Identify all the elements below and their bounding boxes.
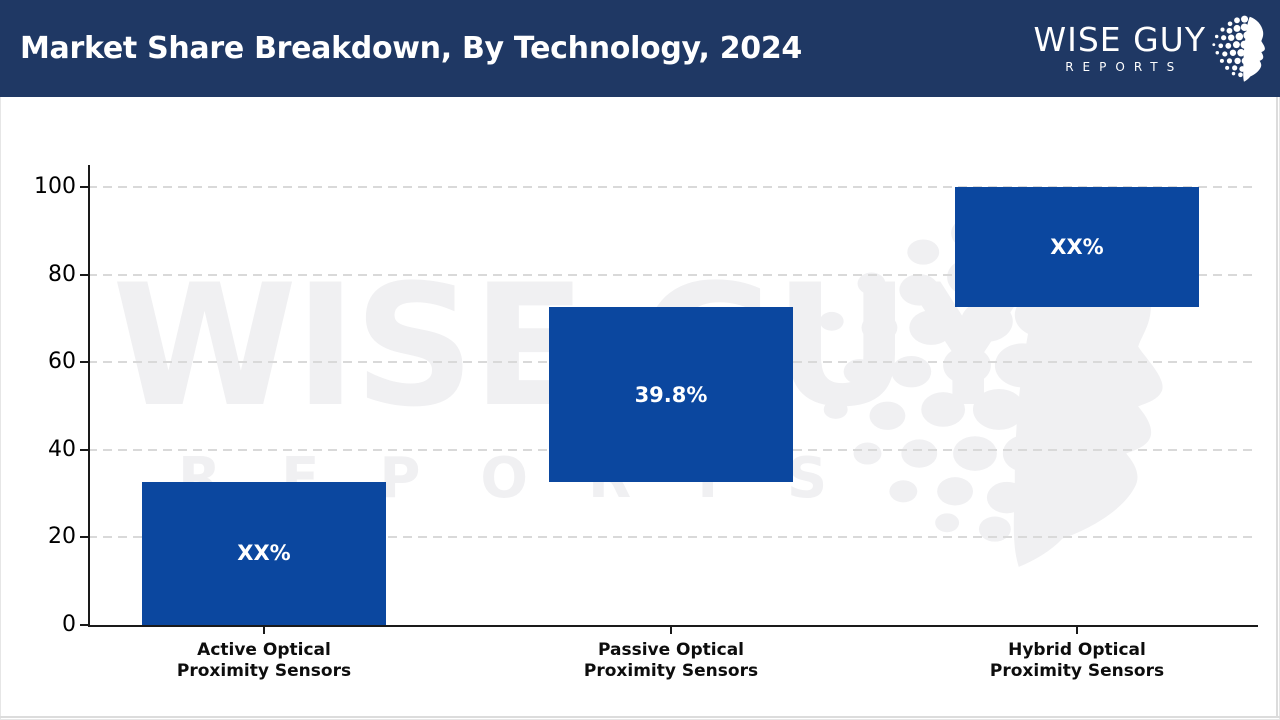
y-tick-20 <box>80 536 88 539</box>
brand-logo: WISE GUY REPORTS <box>1033 10 1266 88</box>
x-category-line: Proximity Sensors <box>989 661 1165 681</box>
x-tick-3 <box>1076 627 1078 634</box>
x-category-line: Passive Optical <box>597 640 745 660</box>
gridline-20 <box>88 536 1252 539</box>
y-tick-label-60: 60 <box>48 349 76 375</box>
y-tick-60 <box>80 361 88 364</box>
y-tick-80 <box>80 273 88 276</box>
y-tick-label-100: 100 <box>34 174 76 199</box>
y-tick-40 <box>80 448 88 451</box>
gridline-100 <box>88 186 1252 188</box>
logo-face-icon <box>1212 15 1265 82</box>
x-category-line: Proximity Sensors <box>176 661 352 681</box>
y-tick-label-20: 20 <box>48 524 76 550</box>
x-axis-line <box>88 625 1258 627</box>
y-tick-label-80: 80 <box>48 261 76 287</box>
page-title: Market Share Breakdown, By Technology, 2… <box>20 31 802 66</box>
gridline-80 <box>88 273 1252 276</box>
bar-value-label: XX% <box>1050 235 1104 260</box>
y-tick-label-0: 0 <box>62 612 76 637</box>
bar-segment-2: 39.8% <box>549 307 793 482</box>
x-category-label-2: Passive Optical Proximity Sensors <box>511 640 831 682</box>
logo-wordmark: WISE GUY <box>1033 20 1206 59</box>
x-tick-1 <box>263 627 265 634</box>
y-tick-0 <box>80 624 88 626</box>
x-category-line: Hybrid Optical <box>1008 640 1146 660</box>
page-bottom-border <box>0 716 1280 718</box>
x-category-label-3: Hybrid Optical Proximity Sensors <box>917 640 1237 682</box>
x-category-line: Active Optical <box>197 640 331 660</box>
x-tick-2 <box>670 627 672 634</box>
bar-segment-1: XX% <box>142 481 386 625</box>
bar-value-label: XX% <box>237 541 291 566</box>
y-tick-label-40: 40 <box>48 436 76 462</box>
y-tick-100 <box>80 186 88 188</box>
header-bar: Market Share Breakdown, By Technology, 2… <box>0 0 1280 97</box>
y-axis-line <box>88 165 90 627</box>
logo-subtitle: REPORTS <box>1065 60 1184 74</box>
bar-segment-3: XX% <box>955 187 1199 308</box>
page-right-border <box>1276 97 1278 718</box>
x-category-line: Proximity Sensors <box>583 661 759 681</box>
brand-logo-text: WISE GUY REPORTS <box>1033 20 1206 75</box>
x-category-label-1: Active Optical Proximity Sensors <box>104 640 424 682</box>
bar-value-label: 39.8% <box>634 382 708 407</box>
